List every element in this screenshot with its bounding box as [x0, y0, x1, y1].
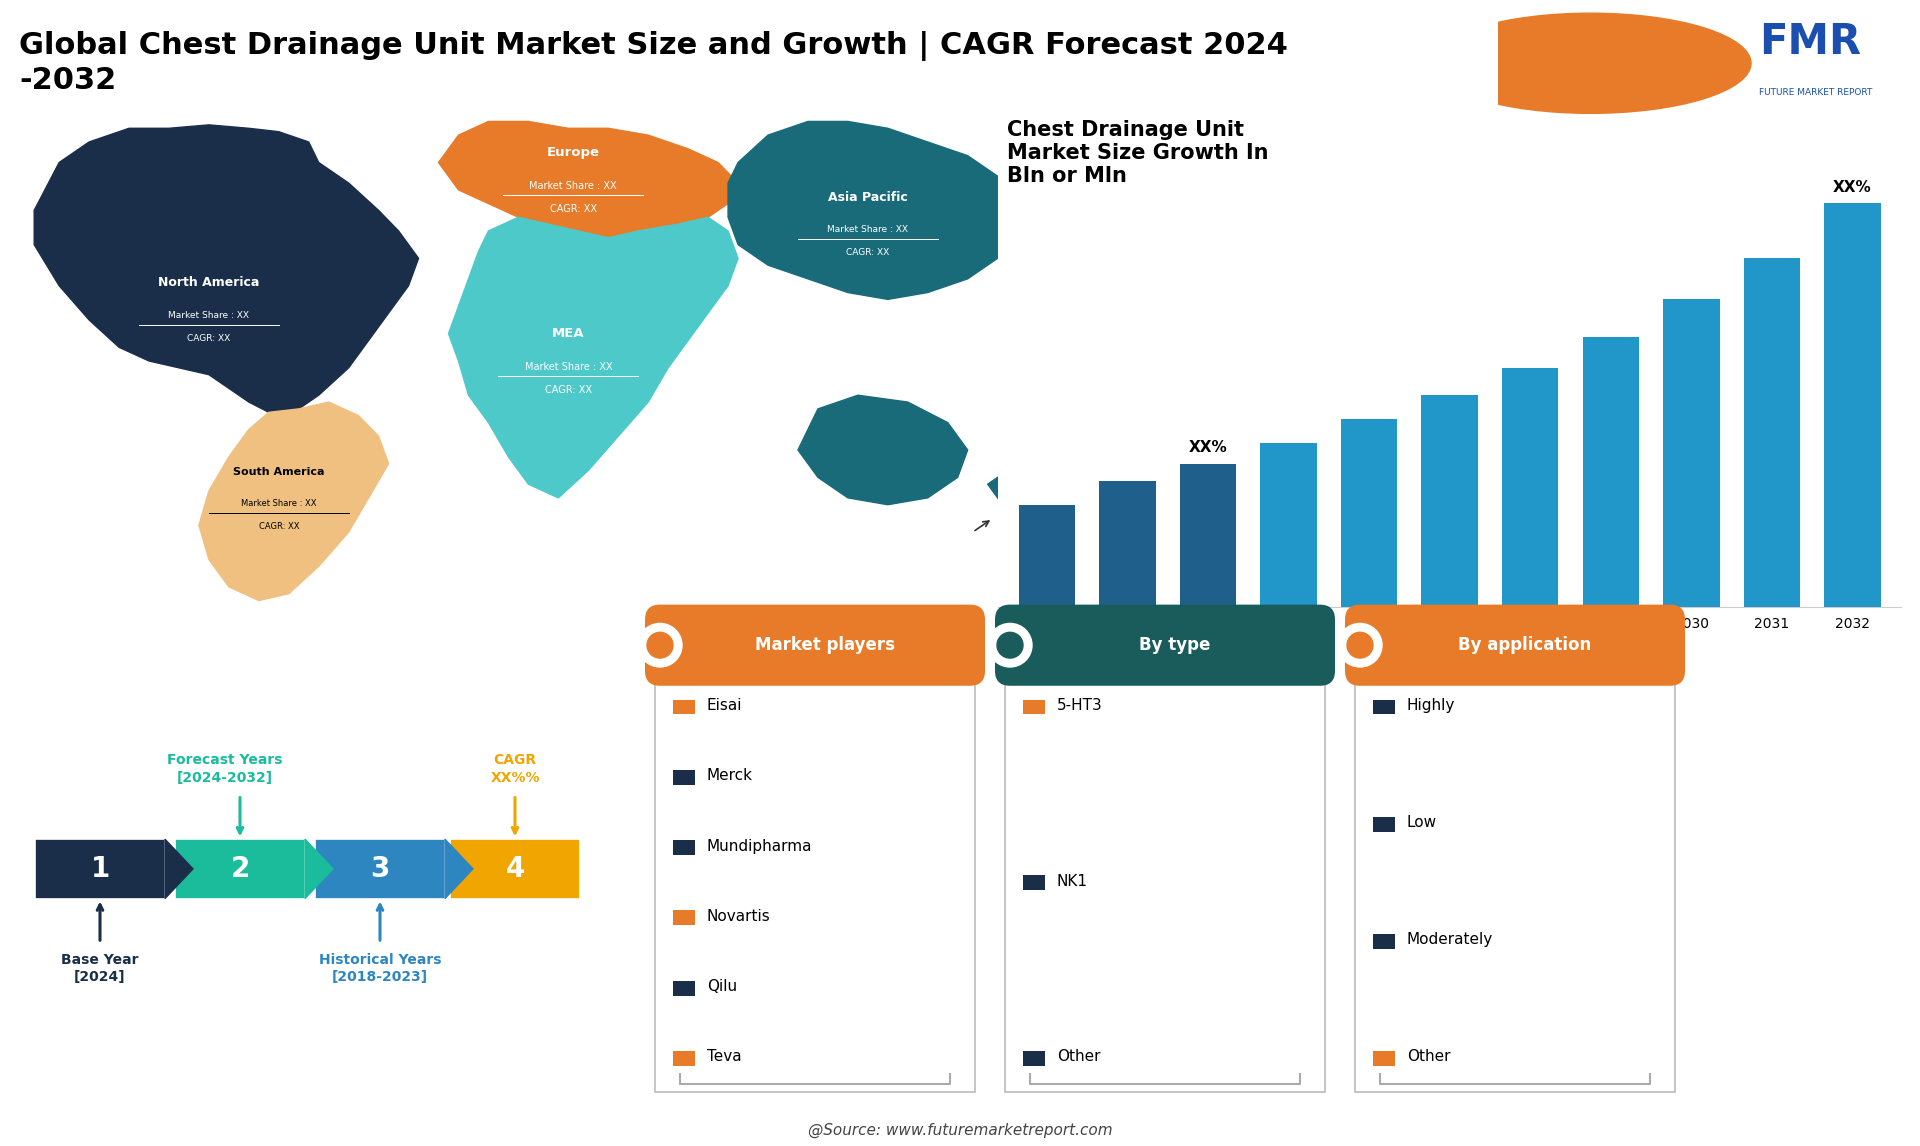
Text: Market Share : XX: Market Share : XX [524, 362, 612, 372]
Bar [1023, 1051, 1044, 1066]
Circle shape [1348, 633, 1373, 658]
Bar [1743, 258, 1801, 607]
Bar [1260, 444, 1317, 607]
Text: 1: 1 [90, 855, 109, 882]
Bar [655, 670, 975, 1091]
Text: 5-HT3: 5-HT3 [1058, 698, 1102, 713]
Text: Forecast Years
[2024-2032]: Forecast Years [2024-2032] [167, 753, 282, 785]
Text: CAGR: XX: CAGR: XX [545, 385, 591, 395]
Text: CAGR: XX: CAGR: XX [549, 204, 597, 213]
Text: FUTURE MARKET REPORT: FUTURE MARKET REPORT [1759, 88, 1872, 96]
Text: Moderately: Moderately [1407, 933, 1494, 948]
Text: Market players: Market players [755, 636, 895, 654]
Bar [1340, 419, 1398, 607]
Circle shape [989, 623, 1033, 667]
Bar [1023, 876, 1044, 890]
Text: Market Share : XX: Market Share : XX [169, 311, 250, 320]
Text: XX%: XX% [1834, 180, 1872, 195]
Polygon shape [305, 839, 332, 898]
Text: Eisai: Eisai [707, 698, 743, 713]
Text: CAGR: XX: CAGR: XX [259, 521, 300, 531]
Bar [1421, 395, 1478, 607]
Text: Europe: Europe [547, 146, 599, 159]
Bar [315, 839, 445, 898]
FancyBboxPatch shape [645, 605, 985, 685]
Bar [674, 910, 695, 925]
Text: Other: Other [1058, 1050, 1100, 1065]
FancyBboxPatch shape [995, 605, 1334, 685]
Bar [1582, 337, 1640, 607]
Bar [1023, 699, 1044, 714]
Text: FMR: FMR [1759, 21, 1862, 63]
Text: Highly: Highly [1407, 698, 1455, 713]
Bar [674, 699, 695, 714]
Bar [1004, 670, 1325, 1091]
Text: Merck: Merck [707, 768, 753, 784]
Bar [1018, 504, 1075, 607]
Text: XX%: XX% [1188, 440, 1227, 455]
Bar [35, 839, 165, 898]
Polygon shape [728, 121, 1018, 299]
Text: Novartis: Novartis [707, 909, 770, 924]
Polygon shape [165, 839, 194, 898]
Text: Market Share : XX: Market Share : XX [828, 226, 908, 235]
Bar [1663, 299, 1720, 607]
Polygon shape [799, 395, 968, 504]
Text: South America: South America [232, 468, 324, 478]
Polygon shape [445, 839, 472, 898]
Text: Asia Pacific: Asia Pacific [828, 190, 908, 204]
Text: North America: North America [157, 276, 259, 289]
Text: Qilu: Qilu [707, 979, 737, 994]
Circle shape [647, 633, 674, 658]
Text: Teva: Teva [707, 1050, 741, 1065]
Bar [175, 839, 305, 898]
Text: Chest Drainage Unit
Market Size Growth In
Bln or Mln: Chest Drainage Unit Market Size Growth I… [1008, 119, 1269, 186]
Text: Market Share : XX: Market Share : XX [530, 181, 616, 191]
Bar [1356, 670, 1674, 1091]
FancyBboxPatch shape [1346, 605, 1686, 685]
Circle shape [1430, 14, 1751, 113]
Text: Low: Low [1407, 815, 1438, 830]
Text: 4: 4 [505, 855, 524, 882]
Bar [1373, 1051, 1396, 1066]
Text: Base Year
[2024]: Base Year [2024] [61, 953, 138, 984]
Bar [1098, 480, 1156, 607]
Text: 3: 3 [371, 855, 390, 882]
Bar [1501, 368, 1559, 607]
Text: 2: 2 [230, 855, 250, 882]
Circle shape [996, 633, 1023, 658]
Text: Historical Years
[2018-2023]: Historical Years [2018-2023] [319, 953, 442, 984]
Text: CAGR
XX%%: CAGR XX%% [490, 753, 540, 785]
Bar [674, 770, 695, 785]
Bar [1824, 204, 1882, 607]
Bar [674, 1051, 695, 1066]
Bar [1373, 699, 1396, 714]
Polygon shape [438, 121, 737, 238]
Polygon shape [200, 402, 388, 601]
Text: By application: By application [1459, 636, 1592, 654]
Bar [1373, 934, 1396, 949]
Bar [1179, 464, 1236, 607]
Bar [674, 840, 695, 855]
Text: Other: Other [1407, 1050, 1450, 1065]
Text: @Source: www.futuremarketreport.com: @Source: www.futuremarketreport.com [808, 1123, 1112, 1138]
Text: CAGR: XX: CAGR: XX [188, 333, 230, 343]
Bar [449, 839, 580, 898]
Bar [674, 981, 695, 996]
Text: Mundipharma: Mundipharma [707, 839, 812, 854]
Polygon shape [987, 471, 1018, 504]
Text: Global Chest Drainage Unit Market Size and Growth | CAGR Forecast 2024
-2032: Global Chest Drainage Unit Market Size a… [19, 31, 1288, 95]
Text: Market Share : XX: Market Share : XX [242, 500, 317, 508]
Polygon shape [449, 218, 737, 497]
Text: CAGR: XX: CAGR: XX [847, 248, 889, 257]
Text: NK1: NK1 [1058, 873, 1089, 889]
Text: MEA: MEA [553, 328, 584, 340]
Text: By type: By type [1139, 636, 1212, 654]
Bar [1373, 817, 1396, 832]
Polygon shape [35, 125, 419, 413]
Circle shape [637, 623, 682, 667]
Circle shape [1338, 623, 1382, 667]
